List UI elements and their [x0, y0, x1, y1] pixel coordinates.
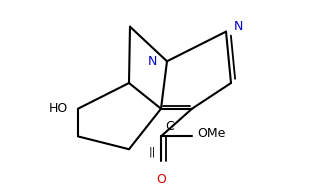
Text: O: O	[156, 173, 166, 186]
Text: N: N	[148, 55, 157, 68]
Text: OMe: OMe	[197, 127, 225, 140]
Text: ||: ||	[148, 147, 156, 157]
Text: HO: HO	[49, 102, 68, 115]
Text: N: N	[234, 20, 243, 33]
Text: C: C	[165, 120, 174, 133]
